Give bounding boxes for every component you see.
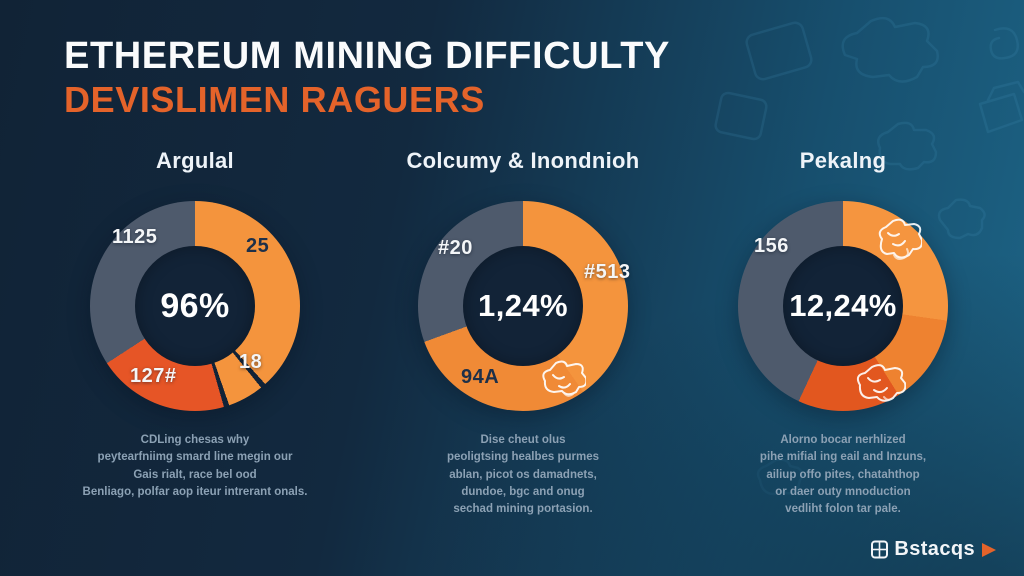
- arrow-right-icon: [982, 542, 996, 557]
- chart-heading: Pekalng: [799, 148, 887, 173]
- segment-label: #513: [584, 261, 631, 283]
- brand-footer: Bstacqs: [871, 538, 996, 561]
- chart-caption: Alorno bocar nerhlized pihe mifial ing e…: [759, 434, 927, 515]
- donut-ring: 12,24%: [738, 201, 948, 411]
- chart-caption: CDLing chesas why peytearfniimg smard li…: [82, 434, 308, 498]
- donut-chart: 96% 1125 25 18 127#: [90, 201, 300, 411]
- segment-label: #20: [438, 237, 473, 259]
- title-line-2: DEVISLIMEN RAGUERS: [64, 79, 485, 121]
- donut-chart: 12,24% 156: [738, 201, 948, 411]
- brand-name: Bstacqs: [894, 538, 975, 560]
- chart-column-colcumy: Colcumy & Inondnioh 1,24% #20 #513 94A D…: [363, 148, 683, 518]
- chart-column-pekalng: Pekalng 12,24% 156: [683, 148, 1003, 518]
- donut-center-value: 12,24%: [789, 288, 897, 323]
- donut-ring: 1,24%: [418, 201, 628, 411]
- donut-hole: 12,24%: [783, 246, 903, 366]
- header: ETHEREUM MINING DIFFICULTY DEVISLIMEN RA…: [64, 35, 670, 121]
- donut-hole: 96%: [135, 246, 255, 366]
- title-line-1: ETHEREUM MINING DIFFICULTY: [64, 35, 670, 77]
- donut-center-value: 1,24%: [478, 288, 568, 323]
- chart-heading: Argulal: [156, 148, 234, 173]
- donut-ring: 96%: [90, 201, 300, 411]
- donut-chart: 1,24% #20 #513 94A: [418, 201, 631, 411]
- donut-hole: 1,24%: [463, 246, 583, 366]
- donut-center-value: 96%: [160, 286, 230, 325]
- segment-label: 94A: [461, 366, 500, 388]
- chart-heading: Colcumy & Inondnioh: [406, 148, 640, 173]
- chart-column-argulal: Argulal 96% 1125 25 18 127# CDLing chesa…: [35, 148, 355, 501]
- segment-label: 1125: [112, 226, 158, 248]
- segment-label: 25: [246, 235, 270, 257]
- segment-label: 18: [239, 351, 263, 373]
- chart-caption: Dise cheut olus peoligtsing healbes purm…: [446, 434, 600, 515]
- segment-label: 127#: [130, 365, 177, 387]
- segment-label: 156: [754, 235, 789, 257]
- grid-logo-icon: [871, 540, 889, 559]
